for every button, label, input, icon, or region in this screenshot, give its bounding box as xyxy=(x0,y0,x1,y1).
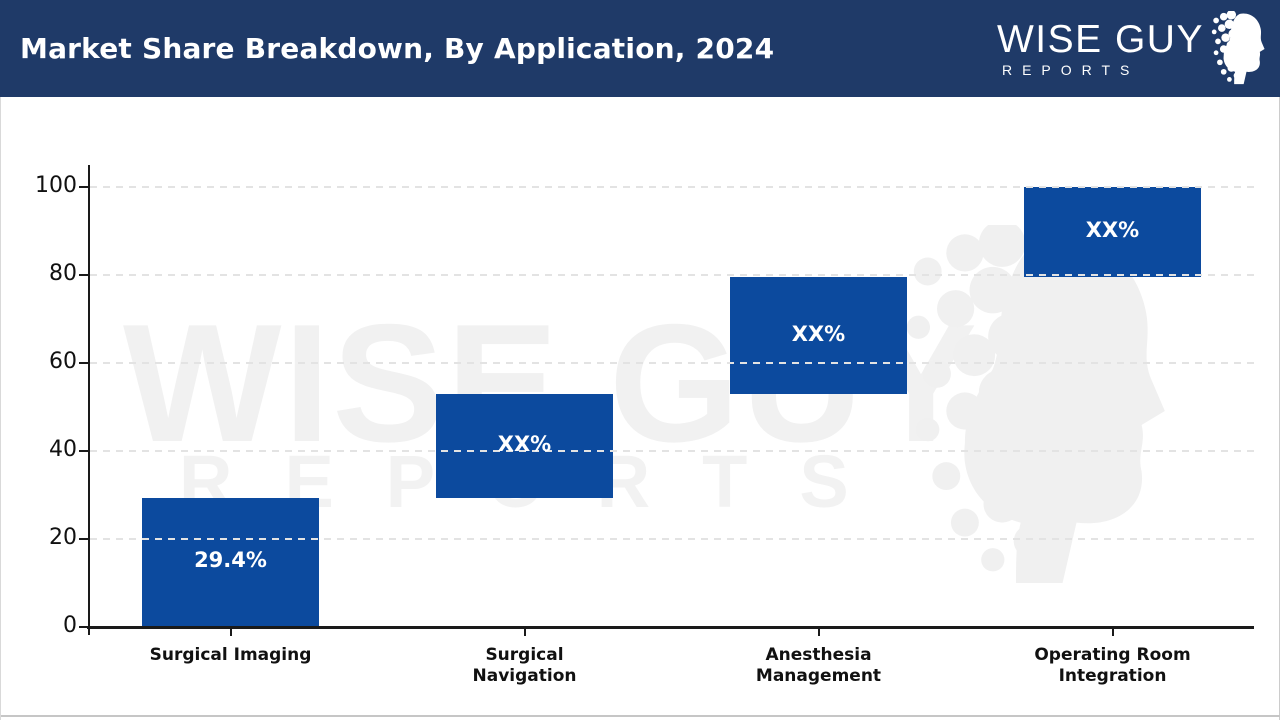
bar-value-label-1: XX% xyxy=(497,431,552,456)
y-tick-label-60: 60 xyxy=(49,349,77,374)
gridline-60 xyxy=(90,362,1254,364)
x-category-label-2: Anesthesia Management xyxy=(699,645,939,687)
bar-2 xyxy=(730,277,907,394)
y-tick-label-80: 80 xyxy=(49,261,77,286)
wiseguy-head-icon xyxy=(1211,10,1265,84)
x-category-label-line: Surgical xyxy=(485,645,564,665)
logo-text: WISE GUY REPORTS xyxy=(996,17,1204,78)
y-tick-label-100: 100 xyxy=(35,173,77,198)
y-axis-tick-100 xyxy=(79,186,89,188)
bottom-border-line xyxy=(1,715,1280,717)
x-axis-line xyxy=(87,626,1254,629)
x-axis-tick-0 xyxy=(229,629,232,636)
bar-3 xyxy=(1024,187,1201,278)
page-title: Market Share Breakdown, By Application, … xyxy=(20,32,775,65)
bar-value-label-0: 29.4% xyxy=(194,548,267,573)
bar-value-label-2: XX% xyxy=(791,321,846,346)
y-axis-tick-40 xyxy=(79,450,89,452)
logo-brand-text: WISE GUY xyxy=(996,17,1204,61)
x-category-label-1: Surgical Navigation xyxy=(405,645,645,687)
gridline-40 xyxy=(90,450,1254,452)
x-category-label-line: Anesthesia xyxy=(765,645,872,665)
x-category-label-line: Operating Room xyxy=(1034,645,1191,665)
gridline-100 xyxy=(90,186,1254,188)
y-tick-label-0: 0 xyxy=(63,613,77,638)
header-bar: Market Share Breakdown, By Application, … xyxy=(0,0,1280,97)
watermark-head-icon xyxy=(906,225,1165,584)
y-axis-line xyxy=(88,165,90,635)
x-axis-tick-2 xyxy=(817,629,820,636)
bar-1 xyxy=(436,393,613,498)
x-category-label-3: Operating Room Integration xyxy=(993,645,1233,687)
bar-0 xyxy=(142,497,319,627)
x-axis-tick-3 xyxy=(1111,629,1114,636)
x-category-label-line: Management xyxy=(755,666,882,686)
bar-value-label-3: XX% xyxy=(1085,218,1140,243)
wiseguy-logo: WISE GUY REPORTS xyxy=(996,10,1266,87)
chart-area: WISE GUY REPORTS 02040608010029.4%Surgic… xyxy=(0,97,1280,720)
y-tick-label-40: 40 xyxy=(49,437,77,462)
logo-sub-text: REPORTS xyxy=(1001,61,1140,78)
x-axis-tick-1 xyxy=(523,629,526,636)
y-axis-tick-60 xyxy=(79,362,89,364)
gridline-20 xyxy=(90,538,1254,540)
x-category-label-line: Integration xyxy=(1058,666,1167,686)
x-category-label-line: Surgical Imaging xyxy=(149,645,312,665)
x-category-label-0: Surgical Imaging xyxy=(111,645,351,666)
x-category-label-line: Navigation xyxy=(472,666,577,686)
y-axis-tick-0 xyxy=(79,626,89,628)
gridline-80 xyxy=(90,274,1254,276)
y-axis-tick-20 xyxy=(79,538,89,540)
y-axis-tick-80 xyxy=(79,274,89,276)
y-tick-label-20: 20 xyxy=(49,525,77,550)
